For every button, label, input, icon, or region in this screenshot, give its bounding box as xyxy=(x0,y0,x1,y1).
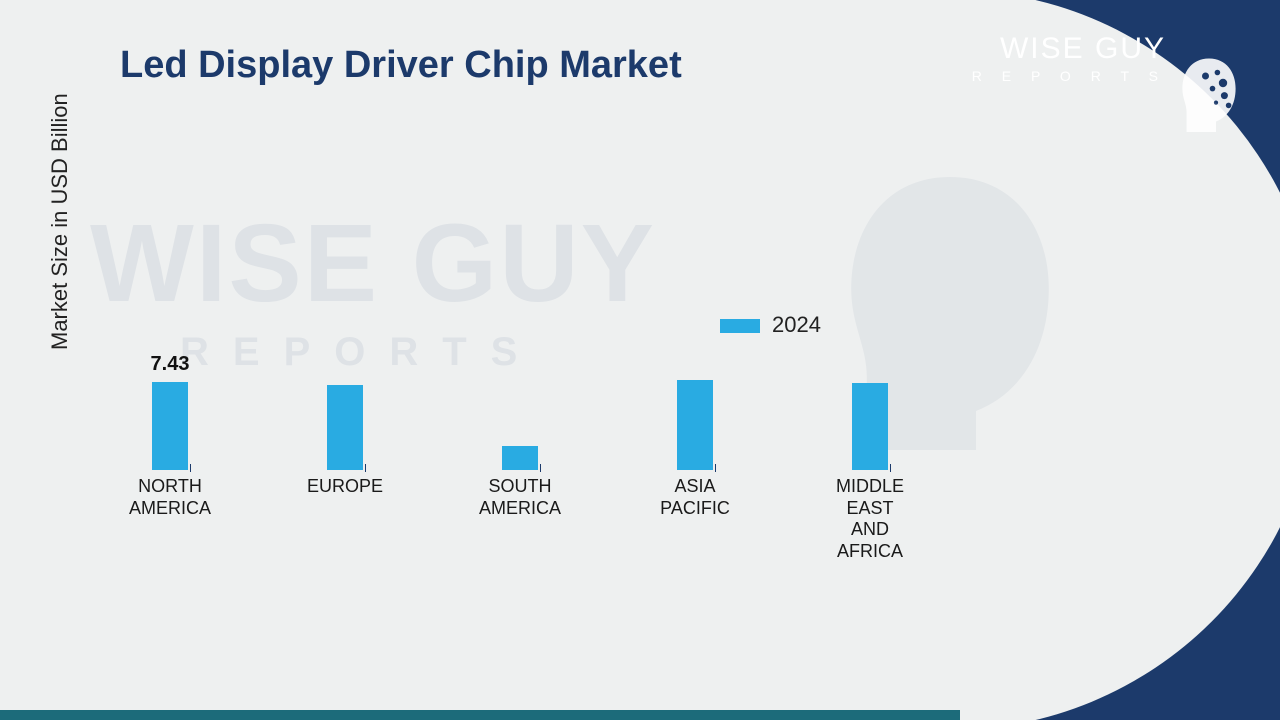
category-label: NORTHAMERICA xyxy=(129,476,211,519)
x-tick xyxy=(715,464,716,472)
category-label: SOUTHAMERICA xyxy=(479,476,561,519)
y-axis-label: Market Size in USD Billion xyxy=(47,93,73,350)
logo-line-1: WISE GUY xyxy=(972,32,1166,66)
category-label: EUROPE xyxy=(307,476,383,498)
brand-logo: WISE GUY R E P O R T S xyxy=(972,32,1244,84)
category-label: MIDDLEEASTANDAFRICA xyxy=(836,476,904,562)
chart-stage: WISE GUY REPORTS WISE GUY R E P O R T S … xyxy=(0,0,1280,720)
x-tick xyxy=(190,464,191,472)
bar xyxy=(677,380,713,470)
bar-value-label: 7.43 xyxy=(151,353,190,376)
bar xyxy=(852,383,888,470)
legend-label: 2024 xyxy=(772,312,821,337)
x-tick xyxy=(540,464,541,472)
x-tick xyxy=(890,464,891,472)
bar-chart: 7.43 2024 NORTHAMERICA EUROPE SOUTHAMERICA… xyxy=(100,140,940,580)
logo-line-2: R E P O R T S xyxy=(972,68,1166,84)
category-label: ASIAPACIFIC xyxy=(660,476,730,519)
bottom-accent-bar xyxy=(0,710,960,720)
plot-area: 7.43 xyxy=(100,140,940,470)
bar xyxy=(152,382,188,470)
bar xyxy=(502,446,538,470)
x-tick xyxy=(365,464,366,472)
legend-swatch xyxy=(720,319,760,333)
legend: 2024 xyxy=(720,312,821,338)
chart-title: Led Display Driver Chip Market xyxy=(120,44,682,87)
bar xyxy=(327,385,363,470)
